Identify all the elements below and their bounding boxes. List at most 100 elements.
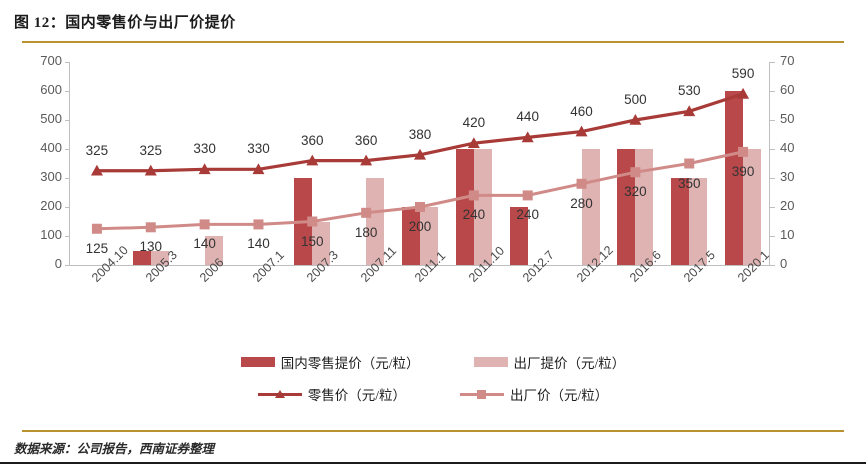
data-label-factory-price: 390 [731,163,755,179]
legend-swatch-bar-icon [240,357,275,367]
legend-retail-price[interactable]: 零售价（元/粒） [257,384,406,404]
bar-retail-hike [294,178,313,265]
bar-factory-hike [150,250,169,265]
marker-triangle [521,131,534,143]
left-axis-tick-label: 400 [40,140,62,155]
data-label-factory-price: 350 [677,175,701,191]
data-label-factory-price: 130 [139,239,163,255]
legend-label: 零售价（元/粒） [307,388,406,403]
right-axis-tick [770,207,775,208]
marker-triangle [683,105,696,117]
data-label-factory-price: 180 [354,224,378,240]
legend-label: 国内零售提价（元/粒） [280,356,420,371]
bar-factory-hike [204,236,223,265]
marker-square [145,222,156,233]
data-label-factory-price: 280 [570,195,593,211]
right-axis-tick-label: 40 [780,140,795,155]
marker-square [199,219,210,230]
right-axis-tick [770,62,775,63]
left-axis-tick [65,265,70,266]
left-axis-tick-label: 0 [54,256,62,271]
right-axis-tick-label: 0 [780,256,788,271]
data-label-factory-price: 320 [624,184,647,200]
marker-square [522,190,533,201]
legend-row: 零售价（元/粒） 出厂价（元/粒） [0,384,866,404]
data-label-retail-price: 360 [301,132,324,148]
left-axis-tick [65,207,70,208]
category-axis-line [70,265,770,266]
right-axis-tick-label: 60 [780,82,795,97]
legend-swatch-line-icon [460,388,504,400]
data-label-retail-price: 460 [570,103,593,119]
bar-factory-hike [312,221,331,265]
left-axis-tick [65,120,70,121]
data-label-factory-price: 140 [247,236,270,252]
data-label-retail-price: 360 [354,132,378,148]
data-label-retail-price: 420 [462,115,486,131]
left-axis-tick-label: 200 [40,198,62,213]
data-label-retail-price: 530 [677,83,701,99]
legend-row: 国内零售提价（元/粒） 出厂提价（元/粒） [0,352,866,372]
data-label-retail-price: 500 [624,92,647,107]
right-axis-line [769,62,770,265]
legend-label: 出厂提价（元/粒） [513,356,626,371]
data-label-factory-price: 240 [516,207,539,223]
category-label: 2006 [196,255,227,285]
data-label-retail-price: 590 [731,65,755,81]
right-axis-tick-label: 20 [780,198,795,213]
right-axis-tick-label: 50 [780,111,795,126]
data-label-factory-price: 150 [301,233,324,249]
legend-factory-price[interactable]: 出厂价（元/粒） [460,384,608,404]
data-label-factory-price: 240 [462,207,486,223]
data-label-retail-price: 380 [408,126,432,142]
marker-triangle [575,125,588,137]
marker-triangle [629,114,642,125]
right-axis-tick [770,236,775,237]
marker-triangle [90,164,103,176]
marker-triangle [198,163,211,175]
bar-retail-hike [132,250,151,265]
bar-retail-hike [671,178,690,265]
data-label-retail-price: 330 [193,141,216,157]
right-axis-tick [770,149,775,150]
data-label-retail-price: 440 [516,109,539,125]
right-axis-tick [770,120,775,121]
right-axis-tick-label: 30 [780,169,795,184]
right-axis-tick [770,178,775,179]
header-divider [22,41,844,43]
data-label-retail-price: 325 [139,142,163,158]
legend-swatch-line-icon [257,388,302,400]
legend-label: 出厂价（元/粒） [510,388,609,403]
chart-legend: 国内零售提价（元/粒） 出厂提价（元/粒） 零售价（元/粒） 出厂价（元/粒） [0,352,866,414]
marker-triangle [360,154,373,166]
right-axis-tick-label: 10 [780,227,795,242]
legend-triangle-marker-icon [274,390,285,398]
left-axis-tick-label: 100 [40,227,62,242]
marker-triangle [144,164,157,176]
legend-factory-hike[interactable]: 出厂提价（元/粒） [473,352,626,372]
page-title: 图 12：国内零售价与出厂价提价 [14,14,236,31]
marker-square [91,223,102,234]
marker-triangle [414,148,426,160]
bar-factory-hike [743,149,762,265]
legend-retail-hike[interactable]: 国内零售提价（元/粒） [240,352,420,372]
data-label-factory-price: 125 [85,240,109,256]
right-axis-tick [770,91,775,92]
left-axis-tick [65,91,70,92]
data-label-retail-price: 325 [85,142,109,158]
legend-square-marker-icon [477,390,486,399]
left-axis-tick [65,149,70,150]
left-axis-tick-label: 500 [40,111,62,126]
marker-triangle [252,163,265,175]
data-label-factory-price: 200 [408,219,432,234]
marker-triangle [306,154,319,166]
left-axis-tick [65,236,70,237]
data-label-retail-price: 330 [247,141,270,157]
chart-canvas: 0 100 200 300 400 500 600 700 0 10 20 30 40 50 60 70 325… [0,48,866,348]
figure-header: 图 12：国内零售价与出厂价提价 [0,0,866,42]
bar-retail-hike [617,149,636,265]
left-axis-tick [65,178,70,179]
left-axis-tick [65,62,70,63]
left-axis-line [69,62,70,265]
marker-triangle [467,137,480,148]
